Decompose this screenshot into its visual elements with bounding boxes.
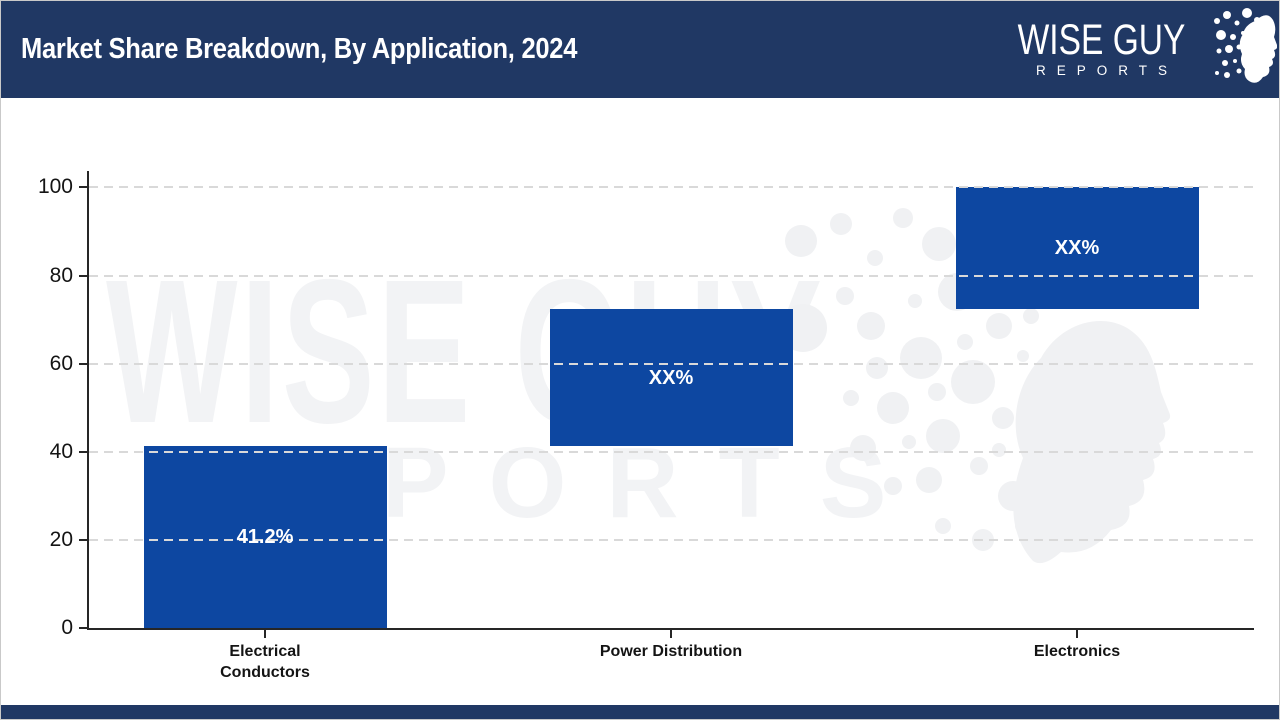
y-tick-label: 40 [49, 439, 73, 463]
brand-text: WISE GUY REPORTS [994, 17, 1209, 79]
bar [955, 187, 1199, 309]
x-tick [264, 630, 266, 638]
bar [549, 309, 793, 447]
y-tick [79, 274, 87, 277]
x-tick [1076, 630, 1078, 638]
gridline [89, 362, 1254, 365]
y-axis-line [87, 171, 89, 630]
page-title: Market Share Breakdown, By Application, … [21, 33, 578, 65]
x-category-label: Electronics [1033, 643, 1121, 660]
gridline [89, 450, 1254, 453]
gridline [89, 274, 1254, 277]
bar [143, 446, 387, 628]
y-tick [79, 450, 87, 453]
bar-value-label: XX% [648, 366, 694, 389]
bar-value-label: XX% [1054, 237, 1100, 260]
y-tick-label: 60 [49, 351, 73, 375]
y-tick-label: 20 [49, 527, 73, 551]
gridline [89, 186, 1254, 189]
bar-value-label: 41.2% [236, 526, 294, 549]
x-category-label: Electrical Conductors [220, 643, 310, 681]
footer [1, 705, 1279, 719]
y-tick-label: 80 [49, 263, 73, 287]
x-tick [670, 630, 672, 638]
y-tick [79, 627, 87, 629]
brand-reports: REPORTS [1035, 63, 1178, 78]
x-category-label: Power Distribution [599, 643, 743, 660]
y-tick [79, 538, 87, 541]
brand-logo: WISE GUY REPORTS [994, 7, 1277, 89]
y-tick-label: 0 [61, 616, 73, 639]
brand-name: WISE GUY [1017, 16, 1186, 64]
brand-face-icon [1214, 8, 1277, 83]
x-axis-line [87, 628, 1254, 630]
y-tick-label: 100 [37, 175, 73, 199]
y-tick [79, 362, 87, 365]
header: Market Share Breakdown, By Application, … [1, 1, 1279, 98]
gridline [89, 538, 1254, 541]
y-tick [79, 186, 87, 189]
